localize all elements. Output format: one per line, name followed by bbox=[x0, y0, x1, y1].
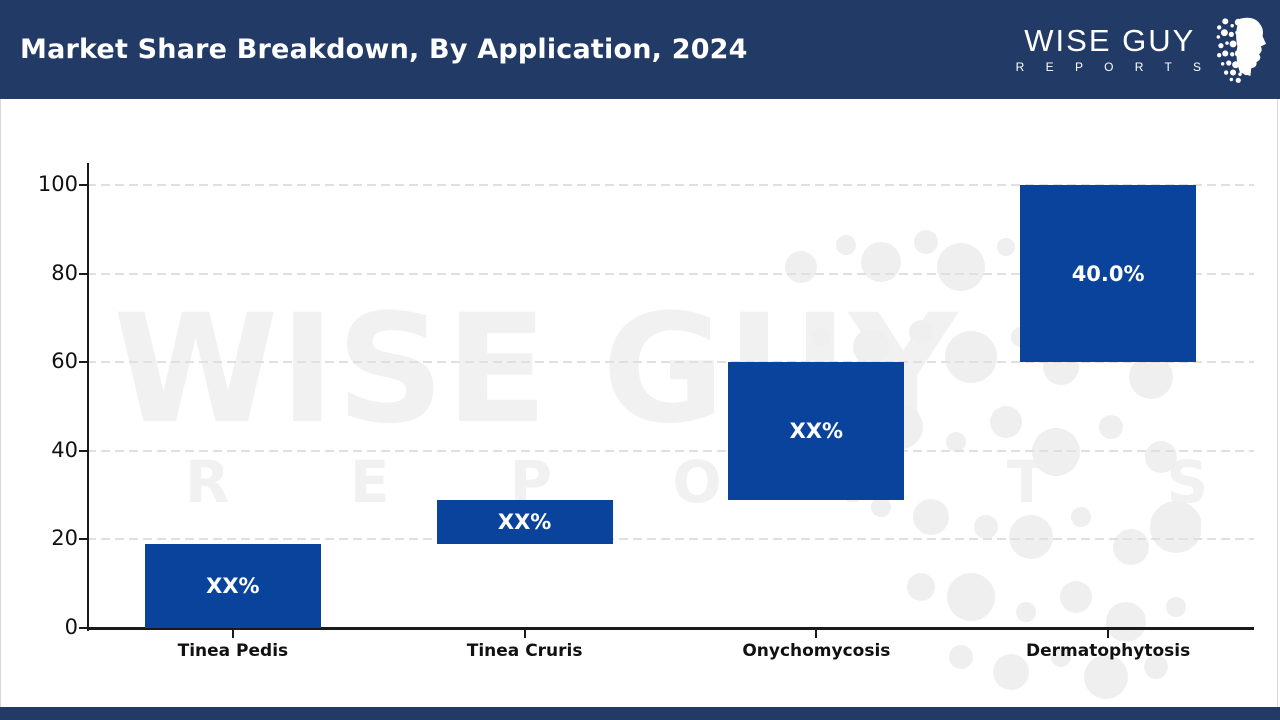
chart-area: WISE GUY R E P O R T S bbox=[0, 99, 1278, 707]
logo-text: WISE GUY R E P O R T S bbox=[1010, 25, 1210, 74]
waterfall-bar: 40.0% bbox=[1020, 185, 1197, 363]
chart-title: Market Share Breakdown, By Application, … bbox=[20, 34, 748, 65]
bar-value-label: XX% bbox=[206, 573, 260, 598]
x-axis-line bbox=[87, 627, 1254, 630]
waterfall-bar: XX% bbox=[728, 362, 905, 500]
y-axis-tick bbox=[79, 272, 87, 275]
gridline bbox=[87, 272, 1254, 275]
x-axis-tick bbox=[815, 630, 818, 638]
logo-wiseguy-text: WISE GUY bbox=[1024, 23, 1196, 59]
y-axis-tick bbox=[79, 538, 87, 541]
gridline bbox=[87, 184, 1254, 186]
y-tick-label: 20 bbox=[51, 526, 78, 551]
wise-guy-logo: WISE GUY R E P O R T S bbox=[1010, 11, 1266, 89]
y-axis-tick bbox=[79, 361, 87, 364]
y-tick-label: 0 bbox=[64, 615, 78, 639]
x-category-label: Dermatophytosis bbox=[1026, 641, 1191, 661]
wise-guy-head-icon bbox=[1216, 17, 1266, 83]
x-category-label: Onychomycosis bbox=[742, 641, 891, 661]
y-tick-label: 100 bbox=[37, 172, 78, 196]
y-axis-line bbox=[87, 163, 89, 631]
header-bar: Market Share Breakdown, By Application, … bbox=[0, 0, 1280, 99]
x-category-label: Tinea Pedis bbox=[177, 641, 289, 661]
waterfall-bar: XX% bbox=[436, 499, 613, 544]
y-axis-tick bbox=[79, 627, 87, 629]
y-tick-label: 80 bbox=[51, 260, 78, 285]
x-axis-tick bbox=[1107, 630, 1110, 638]
bar-value-label: 40.0% bbox=[1071, 261, 1145, 286]
y-axis-tick bbox=[79, 184, 87, 186]
x-category-label: Tinea Cruris bbox=[466, 641, 583, 661]
y-tick-label: 40 bbox=[51, 437, 78, 462]
bar-value-label: XX% bbox=[497, 509, 552, 534]
logo-reports-text: R E P O R T S bbox=[1015, 59, 1210, 74]
gridline bbox=[87, 449, 1254, 452]
bar-value-label: XX% bbox=[789, 418, 844, 443]
gridline bbox=[87, 538, 1254, 541]
watermark-reports-text: R E P O R T S bbox=[185, 448, 1259, 516]
y-axis-tick bbox=[79, 449, 87, 452]
gridline bbox=[87, 361, 1254, 364]
x-axis-tick bbox=[523, 630, 526, 638]
y-tick-label: 60 bbox=[51, 349, 78, 374]
waterfall-bar: XX% bbox=[144, 543, 321, 628]
footer-bar bbox=[0, 707, 1280, 720]
x-axis-tick bbox=[231, 630, 234, 638]
